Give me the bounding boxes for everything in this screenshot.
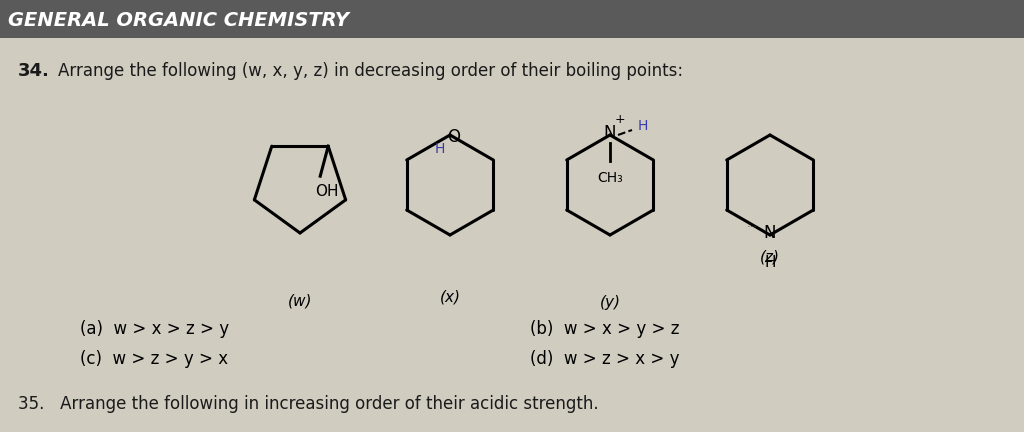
Text: H: H xyxy=(638,119,648,133)
Text: OH: OH xyxy=(315,184,339,199)
Text: (c)  w > z > y > x: (c) w > z > y > x xyxy=(80,350,228,368)
Text: (z): (z) xyxy=(760,250,780,265)
Text: (y): (y) xyxy=(599,295,621,310)
FancyBboxPatch shape xyxy=(0,0,1024,38)
Text: 35.   Arrange the following in increasing order of their acidic strength.: 35. Arrange the following in increasing … xyxy=(18,395,599,413)
Text: H: H xyxy=(435,142,445,156)
Text: (b)  w > x > y > z: (b) w > x > y > z xyxy=(530,320,680,338)
Text: (x): (x) xyxy=(439,290,461,305)
Text: (d)  w > z > x > y: (d) w > z > x > y xyxy=(530,350,680,368)
Text: GENERAL ORGANIC CHEMISTRY: GENERAL ORGANIC CHEMISTRY xyxy=(8,10,349,29)
Text: (a)  w > x > z > y: (a) w > x > z > y xyxy=(80,320,229,338)
Text: N: N xyxy=(764,224,776,242)
Text: ...: ... xyxy=(746,219,758,229)
Text: Arrange the following (w, x, y, z) in decreasing order of their boiling points:: Arrange the following (w, x, y, z) in de… xyxy=(58,62,683,80)
Text: O: O xyxy=(447,128,461,146)
Text: 34.: 34. xyxy=(18,62,50,80)
Text: +: + xyxy=(614,113,626,126)
Text: (w): (w) xyxy=(288,293,312,308)
Text: CH₃: CH₃ xyxy=(597,171,623,185)
Text: H: H xyxy=(764,255,776,270)
Text: N: N xyxy=(604,124,616,142)
